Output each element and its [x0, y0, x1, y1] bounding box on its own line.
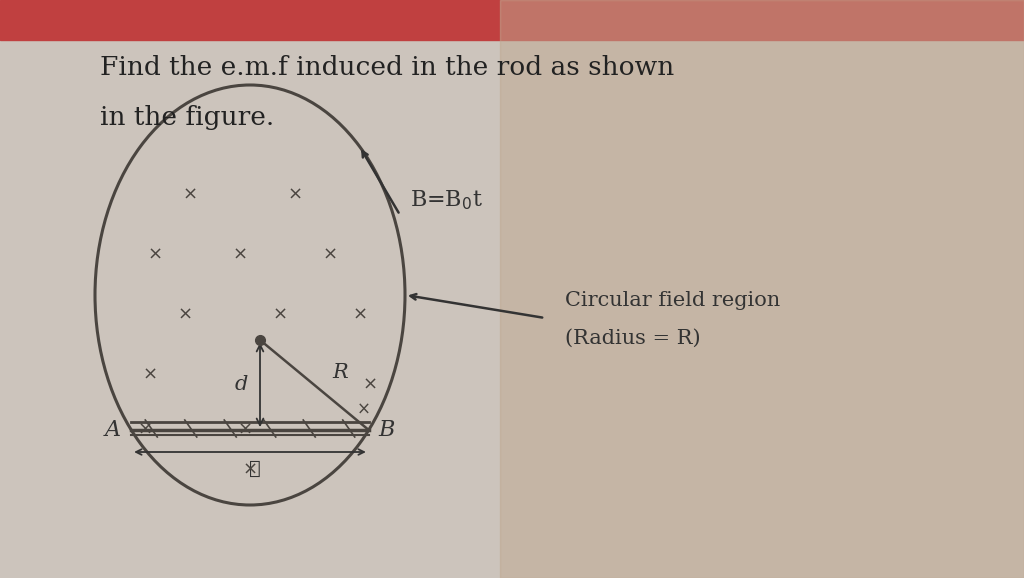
Text: ×: × — [177, 306, 193, 324]
Text: ×: × — [243, 461, 258, 479]
Text: ×: × — [356, 401, 371, 419]
Text: B: B — [379, 419, 395, 441]
Text: ×: × — [142, 366, 158, 384]
Text: ×: × — [238, 421, 253, 439]
Text: ×: × — [232, 246, 248, 264]
Text: d: d — [234, 376, 248, 395]
Text: ×: × — [352, 306, 368, 324]
Text: ℓ: ℓ — [249, 460, 261, 478]
Text: Find the e.m.f induced in the rod as shown: Find the e.m.f induced in the rod as sho… — [100, 55, 674, 80]
Text: A: A — [105, 419, 121, 441]
Text: ×: × — [288, 186, 302, 204]
Text: R: R — [333, 364, 348, 383]
Text: (Radius = R): (Radius = R) — [565, 328, 700, 347]
Text: ×: × — [323, 246, 338, 264]
Text: ×: × — [272, 306, 288, 324]
Text: ×: × — [137, 421, 153, 439]
Text: ×: × — [147, 246, 163, 264]
Text: ×: × — [182, 186, 198, 204]
Text: ×: × — [362, 376, 378, 394]
Text: Circular field region: Circular field region — [565, 291, 780, 309]
Text: B=B$_0$t: B=B$_0$t — [410, 188, 482, 212]
Text: in the figure.: in the figure. — [100, 105, 274, 130]
Bar — [0, 0, 1024, 40]
